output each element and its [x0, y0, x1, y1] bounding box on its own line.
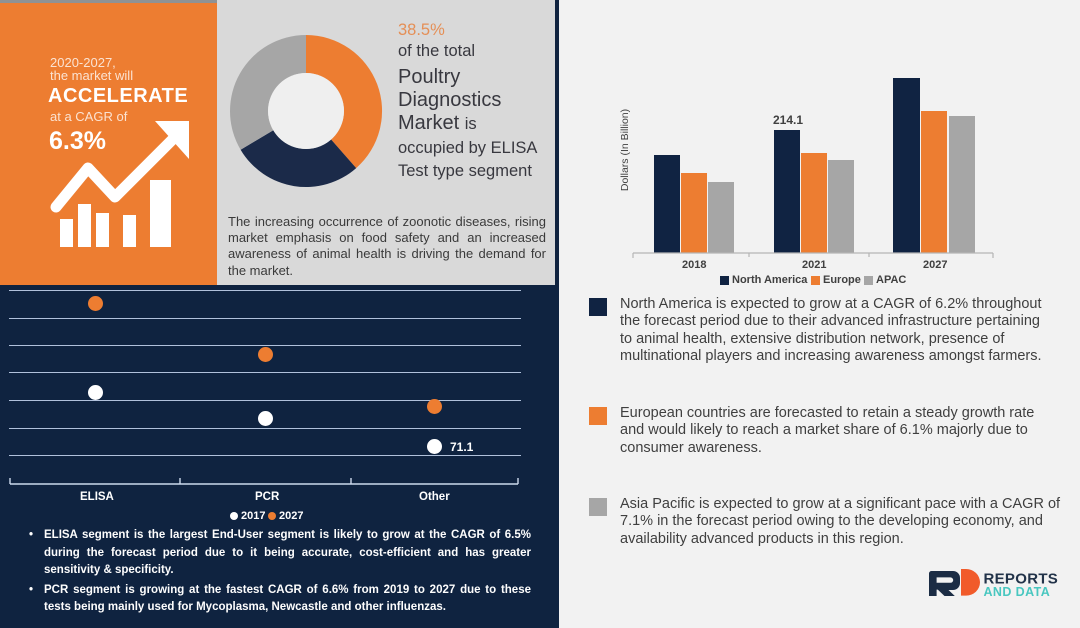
svg-text:REPORTS: REPORTS — [984, 571, 1059, 588]
svg-text:AND DATA: AND DATA — [984, 585, 1051, 599]
